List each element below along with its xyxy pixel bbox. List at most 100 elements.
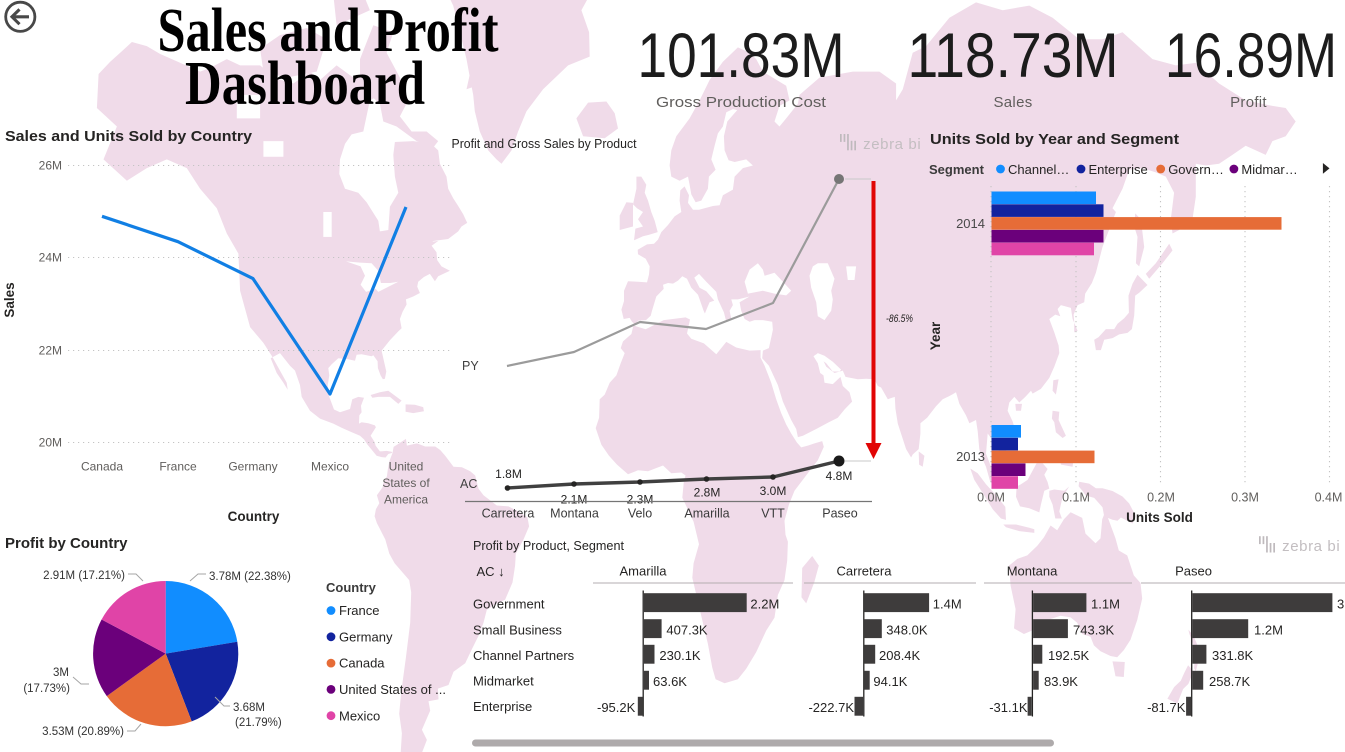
svg-text:0.1M: 0.1M — [1062, 491, 1090, 505]
svg-text:16.89M: 16.89M — [1165, 21, 1337, 91]
svg-text:Country: Country — [228, 509, 280, 524]
svg-text:2013: 2013 — [956, 449, 985, 464]
svg-text:Germany: Germany — [339, 629, 393, 644]
svg-text:Gross Production Cost: Gross Production Cost — [656, 94, 827, 111]
svg-text:Midmar…: Midmar… — [1241, 162, 1297, 177]
svg-text:Carretera: Carretera — [482, 507, 535, 521]
svg-text:PY: PY — [462, 359, 479, 373]
svg-text:407.3K: 407.3K — [666, 623, 708, 638]
svg-text:Year: Year — [928, 321, 943, 350]
svg-text:118.73M: 118.73M — [908, 21, 1119, 91]
svg-text:1.1M: 1.1M — [1091, 597, 1120, 612]
svg-text:Sales: Sales — [993, 94, 1032, 111]
svg-text:Sales and Profit: Sales and Profit — [158, 0, 499, 65]
svg-text:America: America — [384, 493, 428, 507]
svg-text:-31.1K: -31.1K — [989, 700, 1028, 715]
svg-text:2.3M: 2.3M — [627, 493, 654, 507]
svg-text:2.91M (17.21%): 2.91M (17.21%) — [43, 570, 125, 582]
svg-text:348.0K: 348.0K — [886, 623, 928, 638]
svg-text:Profit: Profit — [1230, 94, 1267, 111]
svg-text:743.3K: 743.3K — [1073, 623, 1115, 638]
svg-text:-81.7K: -81.7K — [1147, 700, 1186, 715]
svg-text:-86.5%: -86.5% — [886, 313, 913, 325]
svg-text:France: France — [339, 603, 379, 618]
svg-text:208.4K: 208.4K — [879, 648, 921, 663]
svg-text:2.2M: 2.2M — [750, 597, 779, 612]
svg-text:(21.79%): (21.79%) — [235, 717, 282, 729]
svg-text:Profit by Country: Profit by Country — [5, 535, 128, 552]
svg-text:1.8M: 1.8M — [495, 467, 522, 481]
svg-text:-95.2K: -95.2K — [597, 700, 636, 715]
svg-text:Velo: Velo — [628, 507, 652, 521]
svg-text:3: 3 — [1337, 597, 1344, 612]
svg-text:3.0M: 3.0M — [760, 484, 787, 498]
svg-text:230.1K: 230.1K — [659, 648, 701, 663]
svg-text:83.9K: 83.9K — [1044, 674, 1078, 689]
svg-text:22M: 22M — [39, 344, 62, 358]
svg-text:2.1M: 2.1M — [561, 493, 588, 507]
svg-text:0.0M: 0.0M — [977, 491, 1005, 505]
svg-text:101.83M: 101.83M — [638, 21, 845, 91]
svg-text:Channel…: Channel… — [1008, 162, 1069, 177]
svg-text:20M: 20M — [39, 436, 62, 450]
svg-text:Paseo: Paseo — [822, 507, 857, 521]
svg-text:AC ↓: AC ↓ — [477, 564, 505, 579]
svg-text:Montana: Montana — [550, 507, 599, 521]
svg-text:26M: 26M — [39, 159, 62, 173]
svg-text:Mexico: Mexico — [339, 708, 380, 723]
svg-text:331.8K: 331.8K — [1212, 648, 1254, 663]
svg-text:Units Sold: Units Sold — [1126, 510, 1193, 525]
svg-text:Enterprise: Enterprise — [1089, 162, 1148, 177]
svg-text:Enterprise: Enterprise — [473, 699, 532, 714]
svg-text:Dashboard: Dashboard — [185, 50, 425, 118]
svg-text:Germany: Germany — [228, 460, 277, 474]
svg-text:94.1K: 94.1K — [873, 674, 907, 689]
svg-text:Amarilla: Amarilla — [620, 564, 668, 579]
svg-text:States of: States of — [382, 476, 430, 490]
svg-text:United States of ...: United States of ... — [339, 682, 446, 697]
svg-text:Profit and Gross Sales by Prod: Profit and Gross Sales by Product — [452, 136, 637, 151]
svg-text:(17.73%): (17.73%) — [23, 683, 70, 695]
svg-text:3.53M (20.89%): 3.53M (20.89%) — [42, 726, 124, 738]
svg-text:Paseo: Paseo — [1175, 564, 1212, 579]
svg-text:Canada: Canada — [339, 656, 385, 671]
svg-text:258.7K: 258.7K — [1209, 674, 1251, 689]
svg-text:1.2M: 1.2M — [1254, 623, 1283, 638]
svg-text:63.6K: 63.6K — [653, 674, 687, 689]
svg-text:2014: 2014 — [956, 216, 985, 231]
svg-text:Channel Partners: Channel Partners — [473, 648, 575, 663]
svg-text:Govern…: Govern… — [1168, 162, 1224, 177]
svg-text:Amarilla: Amarilla — [684, 507, 729, 521]
svg-text:Mexico: Mexico — [311, 460, 349, 474]
svg-text:United: United — [389, 460, 424, 474]
svg-text:France: France — [159, 460, 197, 474]
svg-text:0.2M: 0.2M — [1147, 491, 1175, 505]
svg-text:3M: 3M — [53, 667, 69, 679]
svg-text:-222.7K: -222.7K — [808, 700, 854, 715]
svg-text:Country: Country — [326, 580, 377, 595]
svg-text:1.4M: 1.4M — [933, 597, 962, 612]
svg-text:Sales: Sales — [2, 282, 17, 317]
svg-text:zebra bi: zebra bi — [863, 136, 921, 153]
svg-text:VTT: VTT — [761, 507, 785, 521]
svg-text:Units Sold by Year and Segment: Units Sold by Year and Segment — [930, 131, 1179, 148]
svg-text:2.8M: 2.8M — [694, 486, 721, 500]
svg-text:192.5K: 192.5K — [1048, 648, 1090, 663]
svg-text:Midmarket: Midmarket — [473, 674, 534, 689]
svg-text:24M: 24M — [39, 251, 62, 265]
svg-text:0.3M: 0.3M — [1231, 491, 1259, 505]
svg-text:Profit by Product, Segment: Profit by Product, Segment — [473, 538, 624, 553]
svg-text:4.8M: 4.8M — [826, 469, 853, 483]
svg-text:3.68M: 3.68M — [233, 702, 265, 714]
svg-text:Montana: Montana — [1007, 564, 1058, 579]
svg-text:3.78M (22.38%): 3.78M (22.38%) — [209, 571, 291, 583]
svg-text:Segment: Segment — [929, 162, 985, 177]
svg-text:Sales and Units Sold by Countr: Sales and Units Sold by Country — [5, 128, 253, 145]
svg-text:0.4M: 0.4M — [1315, 491, 1343, 505]
svg-text:Government: Government — [473, 597, 545, 612]
svg-text:Carretera: Carretera — [837, 564, 893, 579]
svg-text:Canada: Canada — [81, 460, 123, 474]
svg-text:zebra bi: zebra bi — [1282, 538, 1340, 555]
svg-text:Small Business: Small Business — [473, 623, 562, 638]
svg-text:AC: AC — [460, 477, 477, 491]
